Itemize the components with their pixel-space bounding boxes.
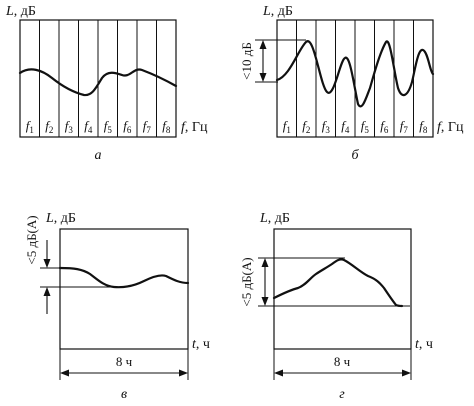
- panel-d-x-axis-label: t, ч: [415, 337, 433, 352]
- panel-b-level-range-dimension: <10 дБ: [239, 39, 306, 83]
- band-label-f1: f1: [26, 118, 34, 135]
- panel-b-level-range-label: <10 дБ: [239, 42, 254, 80]
- panel-c: L, дБ <5 дБ(A) t, ч 8 ч в: [24, 211, 210, 402]
- panel-c-duration-dimension: 8 ч: [59, 349, 189, 380]
- band-label-f2: f2: [302, 118, 310, 135]
- band-label-f4: f4: [341, 118, 350, 135]
- panel-d: L, дБ <5 дБ(A) t, ч 8 ч г: [239, 211, 433, 402]
- panel-c-arrow-up-icon: [43, 287, 51, 296]
- panel-d-level-curve: [272, 258, 404, 308]
- panel-a-x-axis-label: f, Гц: [181, 120, 208, 135]
- panel-d-arrow-right-icon: [402, 369, 411, 377]
- panel-c-arrow-down-icon: [43, 259, 51, 268]
- panel-a: L, дБ f1 f2 f3 f4 f5 f6 f7 f8 f, Гц а: [5, 4, 208, 163]
- panel-b-caption: б: [351, 148, 359, 163]
- panel-c-arrow-left-icon: [60, 369, 69, 377]
- panel-d-duration-label: 8 ч: [334, 354, 351, 369]
- band-label-f1: f1: [283, 118, 291, 135]
- panel-b-arrow-up-icon: [259, 40, 267, 49]
- band-label-f3: f3: [65, 118, 74, 135]
- panel-c-level-range-label: <5 дБ(A): [24, 215, 39, 264]
- panel-d-arrow-down-icon: [261, 297, 269, 306]
- panel-d-level-range-dimension: <5 дБ(A): [239, 257, 410, 307]
- panel-b-band-labels: f1 f2 f3 f4 f5 f6 f7 f8: [283, 118, 428, 135]
- band-label-f6: f6: [380, 118, 389, 135]
- panel-b-arrow-down-icon: [259, 73, 267, 82]
- panel-a-caption: а: [95, 148, 102, 163]
- panel-c-duration-label: 8 ч: [116, 354, 133, 369]
- panel-c-frame: [59, 228, 189, 350]
- panel-c-arrow-right-icon: [179, 369, 188, 377]
- panel-c-y-axis-label: L, дБ: [45, 211, 76, 226]
- panel-d-frame: [273, 228, 412, 350]
- band-label-f4: f4: [84, 118, 93, 135]
- band-label-f5: f5: [104, 118, 113, 135]
- band-label-f8: f8: [162, 118, 171, 135]
- panel-d-arrow-up-icon: [261, 258, 269, 267]
- band-label-f8: f8: [419, 118, 428, 135]
- panel-c-caption: в: [121, 387, 127, 402]
- panel-d-level-range-label: <5 дБ(A): [239, 257, 254, 306]
- panel-b-y-axis-label: L, дБ: [262, 4, 293, 19]
- band-label-f7: f7: [143, 118, 152, 135]
- panel-b-x-axis-label: f, Гц: [437, 120, 464, 135]
- panel-c-x-axis-label: t, ч: [192, 337, 210, 352]
- band-label-f5: f5: [361, 118, 370, 135]
- panel-d-y-axis-label: L, дБ: [259, 211, 290, 226]
- panel-d-duration-dimension: 8 ч: [273, 349, 412, 380]
- panel-d-arrow-left-icon: [274, 369, 283, 377]
- panel-b: L, дБ <10 дБ f1 f2 f3 f4 f5 f6 f7: [239, 4, 464, 163]
- panel-a-band-labels: f1 f2 f3 f4 f5 f6 f7 f8: [26, 118, 171, 135]
- panel-a-spectrum-curve: [18, 68, 178, 97]
- panel-c-level-range-dimension: <5 дБ(A): [24, 215, 115, 314]
- band-label-f2: f2: [45, 118, 53, 135]
- band-label-f6: f6: [123, 118, 132, 135]
- panel-a-y-axis-label: L, дБ: [5, 4, 36, 19]
- panel-b-spectrum-curve: [275, 40, 435, 108]
- panel-d-caption: г: [339, 387, 345, 402]
- panel-c-level-curve: [58, 266, 190, 289]
- band-label-f3: f3: [322, 118, 331, 135]
- band-label-f7: f7: [400, 118, 409, 135]
- panel-a-band-dividers: [39, 20, 157, 137]
